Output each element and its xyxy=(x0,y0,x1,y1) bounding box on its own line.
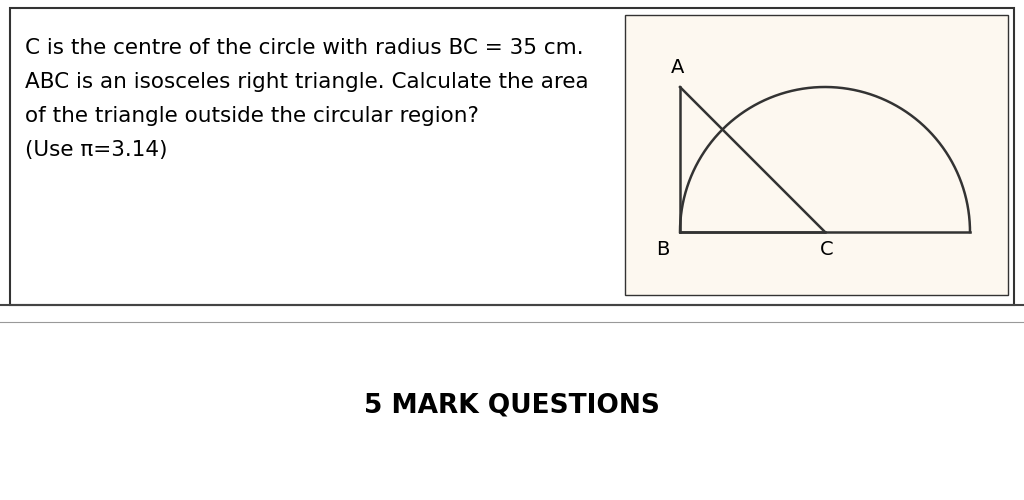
Text: ABC is an isosceles right triangle. Calculate the area: ABC is an isosceles right triangle. Calc… xyxy=(25,72,589,92)
Text: of the triangle outside the circular region?: of the triangle outside the circular reg… xyxy=(25,106,479,126)
Text: C is the centre of the circle with radius BC = 35 cm.: C is the centre of the circle with radiu… xyxy=(25,38,584,58)
Text: A: A xyxy=(672,58,685,77)
Text: B: B xyxy=(656,240,670,259)
Text: (Use π=3.14): (Use π=3.14) xyxy=(25,140,168,160)
Bar xyxy=(10,8,1014,305)
Bar xyxy=(625,15,1008,295)
Text: C: C xyxy=(820,240,834,259)
Text: 5 MARK QUESTIONS: 5 MARK QUESTIONS xyxy=(365,392,659,418)
